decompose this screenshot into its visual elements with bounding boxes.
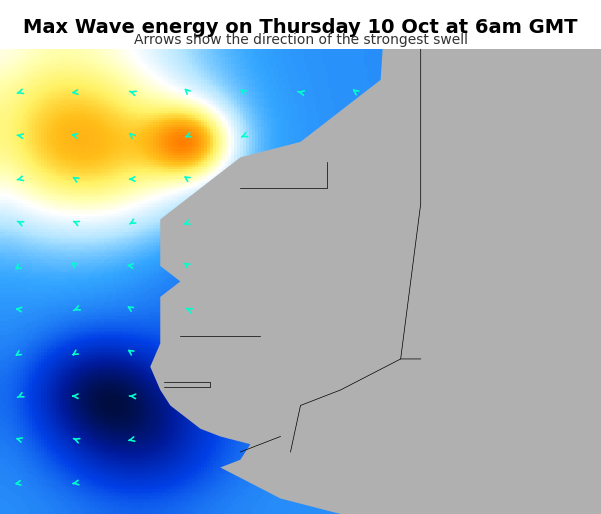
Polygon shape [150, 49, 601, 514]
Text: Arrows show the direction of the strongest swell: Arrows show the direction of the stronge… [133, 33, 468, 47]
Text: Max Wave energy on Thursday 10 Oct at 6am GMT: Max Wave energy on Thursday 10 Oct at 6a… [23, 18, 578, 37]
